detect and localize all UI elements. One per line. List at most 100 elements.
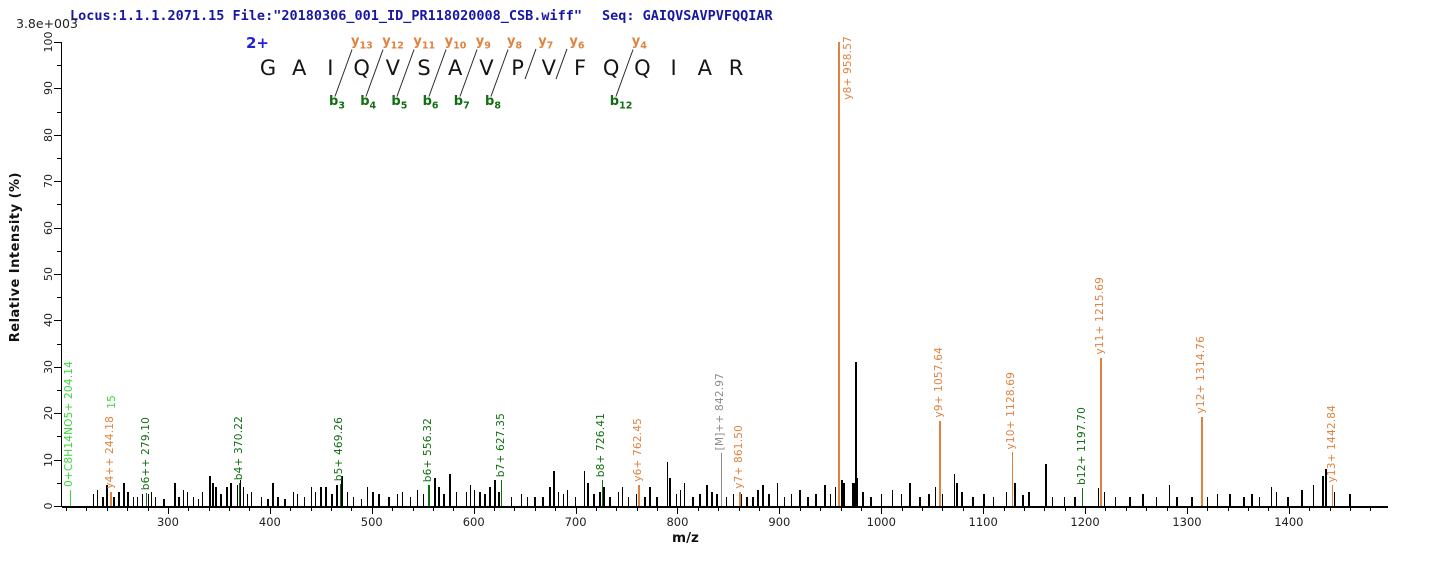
x-major-tick (779, 507, 781, 514)
y-minor-tick (56, 158, 61, 159)
peak (209, 475, 211, 506)
x-tick-label: 1400 (1274, 515, 1304, 529)
residue-letter: V (541, 56, 556, 80)
x-minor-tick (1166, 507, 1168, 511)
peak (1103, 492, 1106, 506)
x-axis-line (62, 506, 1388, 508)
y-ion-label: y10 (444, 34, 467, 52)
peak (1014, 482, 1016, 506)
peak-annotation-line (238, 483, 241, 506)
x-minor-tick (636, 507, 638, 511)
peak (1129, 496, 1131, 506)
peak (983, 494, 985, 506)
peak-annotation-label: y12+ 1314.76 (1195, 336, 1208, 414)
peak (494, 480, 496, 506)
x-minor-tick (392, 507, 394, 511)
peak (163, 499, 165, 506)
peak (740, 494, 743, 506)
peak (1168, 485, 1171, 506)
y-major-tick (53, 181, 61, 183)
x-minor-tick (86, 507, 88, 511)
y-tick-label: 50 (42, 267, 55, 281)
peak (272, 482, 274, 506)
y-tick-label: 0 (42, 502, 55, 510)
peak (829, 494, 832, 506)
peak-annotation-label: b8+ 726.41 (595, 412, 608, 478)
peak (136, 496, 139, 506)
y-axis-line (60, 42, 62, 507)
peak (919, 496, 921, 506)
x-minor-tick (127, 507, 129, 511)
x-major-tick (575, 507, 577, 514)
x-minor-tick (1064, 507, 1066, 511)
peak (669, 478, 671, 506)
peak (644, 496, 646, 506)
peak (574, 496, 577, 506)
y-ion-label: y12 (382, 34, 404, 52)
peak (683, 482, 686, 506)
x-minor-tick (310, 507, 312, 511)
header-locus-file: Locus:1.1.1.2071.15 File:"20180306_001_I… (70, 8, 583, 24)
y-ion-label: y6 (569, 34, 585, 52)
y-tick-label: 30 (42, 359, 55, 374)
peak (587, 482, 589, 506)
y-tick-label: 20 (42, 406, 55, 421)
peak (1325, 468, 1328, 506)
peak (666, 461, 669, 506)
peak (1045, 464, 1047, 506)
y-major-tick (53, 413, 61, 415)
peak-annotation-label: b12+ 1197.70 (1075, 407, 1088, 486)
y-minor-tick (56, 390, 61, 391)
peak (1142, 494, 1144, 506)
peak (141, 494, 144, 506)
y-major-tick (53, 274, 61, 275)
y-minor-tick (56, 111, 61, 113)
peak (150, 492, 153, 506)
peak-annotation-label: y9+ 1057.64 (933, 347, 945, 419)
x-minor-tick (922, 507, 924, 511)
peak (469, 485, 472, 506)
peak (449, 473, 451, 506)
x-major-tick (473, 507, 475, 514)
x-minor-tick (799, 507, 801, 511)
x-minor-tick (738, 507, 740, 511)
peak (856, 478, 859, 506)
peak (706, 485, 708, 506)
peak (201, 492, 204, 506)
peak (752, 496, 754, 506)
peak-annotation-label: [M]++ 842.97 (714, 372, 727, 451)
x-minor-tick (657, 507, 659, 511)
peak (1022, 494, 1024, 506)
peak (815, 494, 817, 506)
peak (783, 496, 786, 506)
b-ion-label: b4 (360, 94, 377, 112)
x-tick-label: 1100 (968, 515, 998, 529)
peak (284, 499, 286, 506)
peak (484, 494, 486, 506)
peak (1333, 492, 1336, 506)
x-minor-tick (1125, 507, 1127, 511)
y-major-tick (53, 320, 61, 322)
peak (242, 487, 245, 506)
residue-letter: I (327, 56, 334, 80)
peak (303, 496, 306, 506)
peak (352, 496, 355, 506)
x-tick-label: 700 (564, 515, 587, 529)
residue-letter: S (417, 56, 431, 80)
peak-annotation-line (69, 490, 72, 506)
y-minor-tick (56, 343, 61, 345)
peak (346, 492, 349, 506)
x-minor-tick (942, 507, 944, 511)
residue-letter: P (511, 56, 524, 80)
peak-annotation-label: y13+ 1442.84 (1325, 404, 1338, 483)
x-minor-tick (1023, 507, 1025, 511)
x-minor-tick (555, 507, 557, 511)
y-major-tick (53, 42, 61, 43)
peak-annotation-label: y11+ 1215.69 (1094, 277, 1107, 355)
y-ion-label: y8 (507, 34, 523, 52)
y-ion-label: y9 (475, 34, 491, 52)
peak (1028, 492, 1030, 506)
peak (1312, 485, 1315, 506)
peak (366, 487, 369, 506)
peak (473, 489, 476, 506)
